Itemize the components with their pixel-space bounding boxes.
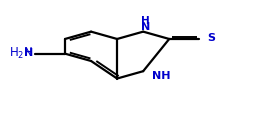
Text: H: H [24, 48, 34, 58]
Text: $\mathsf{H_2N}$: $\mathsf{H_2N}$ [9, 46, 34, 61]
Text: S: S [208, 33, 216, 43]
Text: NH: NH [152, 71, 171, 81]
Text: H: H [141, 16, 150, 26]
Text: N: N [141, 22, 150, 31]
